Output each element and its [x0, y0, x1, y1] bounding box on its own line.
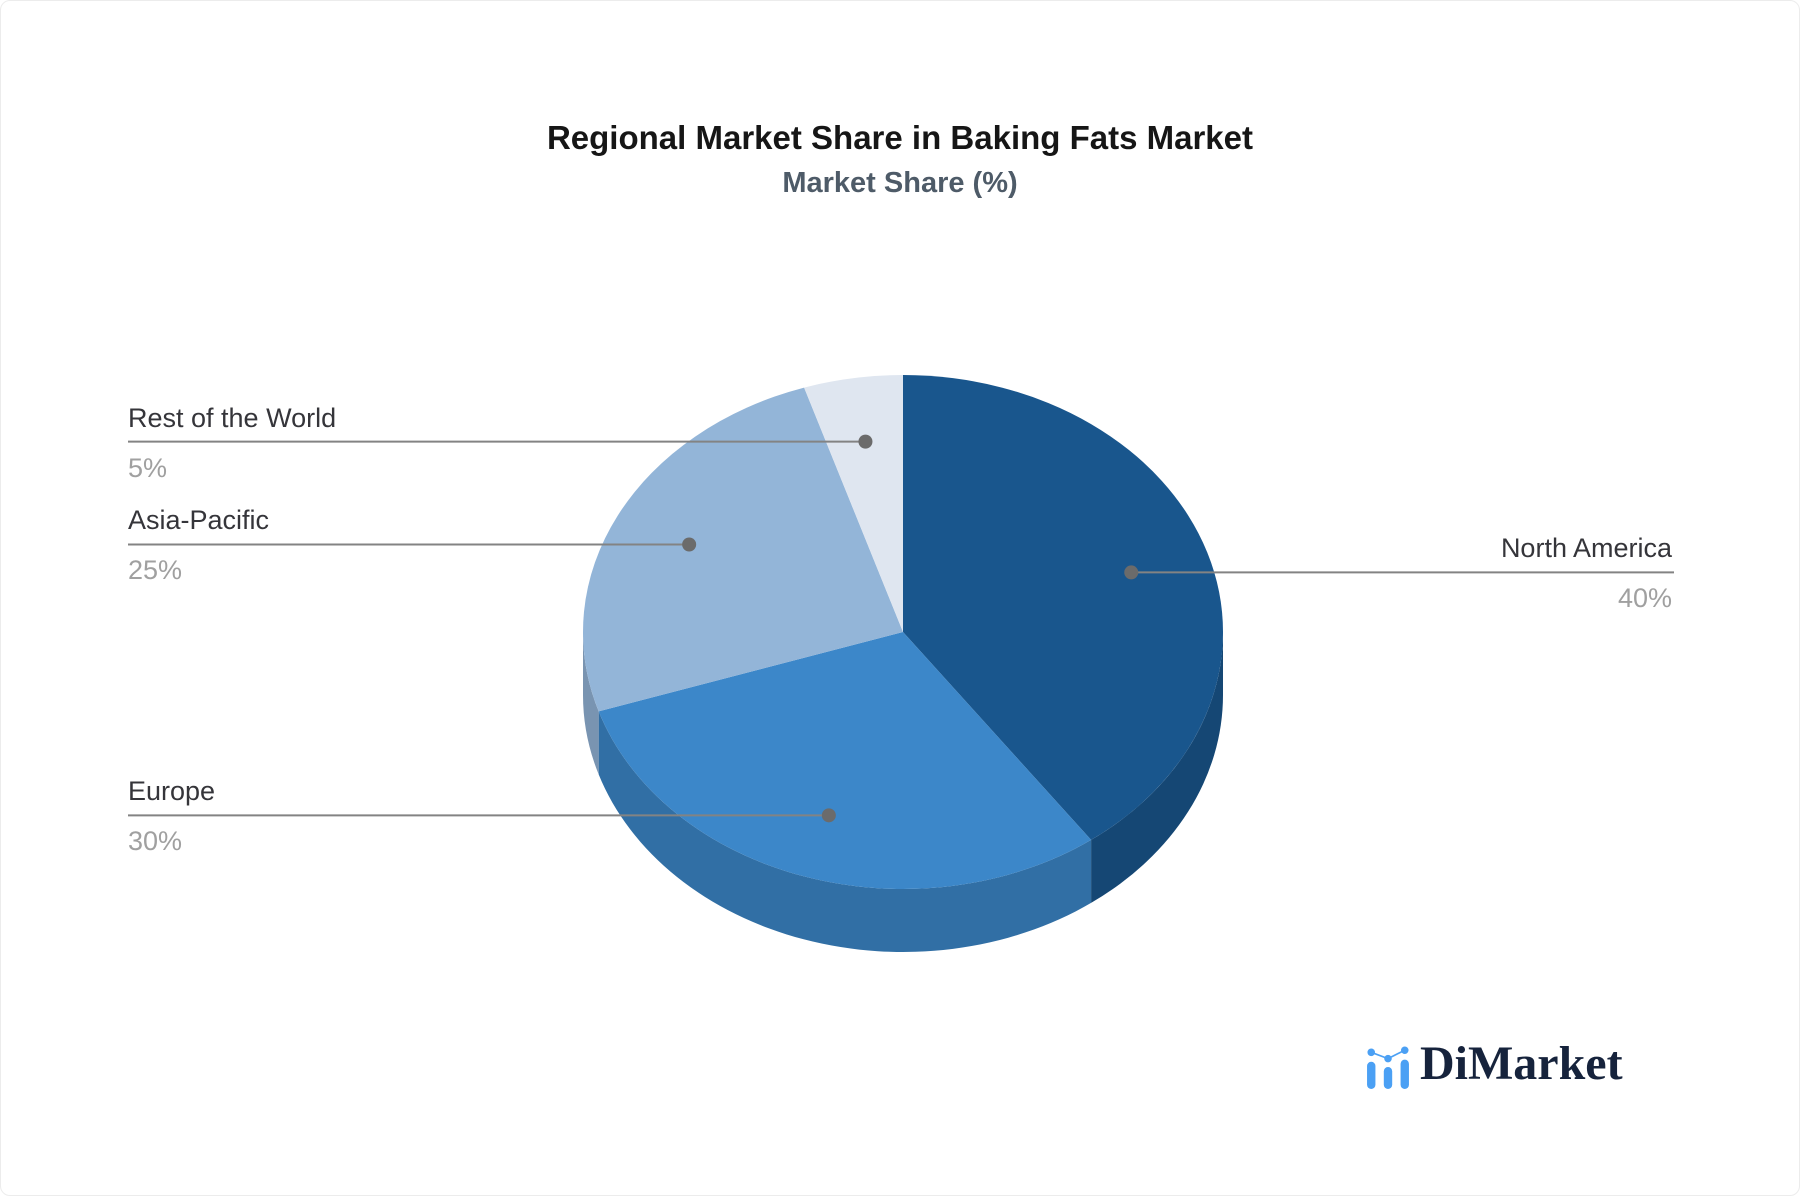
pie-slice-Asia-Pacific[interactable] — [583, 387, 903, 712]
pie-slice-Rest of the World[interactable] — [804, 375, 903, 632]
pie-side-North America — [1091, 632, 1223, 903]
chart-subtitle: Market Share (%) — [782, 167, 1018, 199]
slice-label: Rest of the World — [128, 402, 337, 433]
pie-slice-Europe[interactable] — [598, 632, 1092, 889]
slice-percent: 25% — [128, 555, 183, 586]
callout-dot — [682, 537, 697, 552]
slice-percent: 5% — [128, 452, 168, 483]
callout-dot — [821, 808, 836, 823]
slice-percent: 30% — [128, 826, 183, 857]
callout-dot — [858, 434, 873, 449]
slice-label: Asia-Pacific — [128, 505, 270, 536]
dimarket-logo: DiMarket — [1367, 1039, 1623, 1089]
slice-label: North America — [1500, 533, 1672, 564]
pie-slice-North America[interactable] — [903, 375, 1223, 840]
dimarket-bars-icon — [1367, 1046, 1409, 1089]
callout-dot — [1124, 565, 1139, 580]
slice-label: Europe — [128, 776, 216, 807]
pie-side-Europe — [598, 711, 1092, 952]
chart-title: Regional Market Share in Baking Fats Mar… — [546, 119, 1254, 156]
slice-percent: 40% — [1617, 583, 1672, 614]
pie-side-Asia-Pacific — [583, 632, 599, 775]
logo-text: DiMarket — [1420, 1037, 1623, 1090]
